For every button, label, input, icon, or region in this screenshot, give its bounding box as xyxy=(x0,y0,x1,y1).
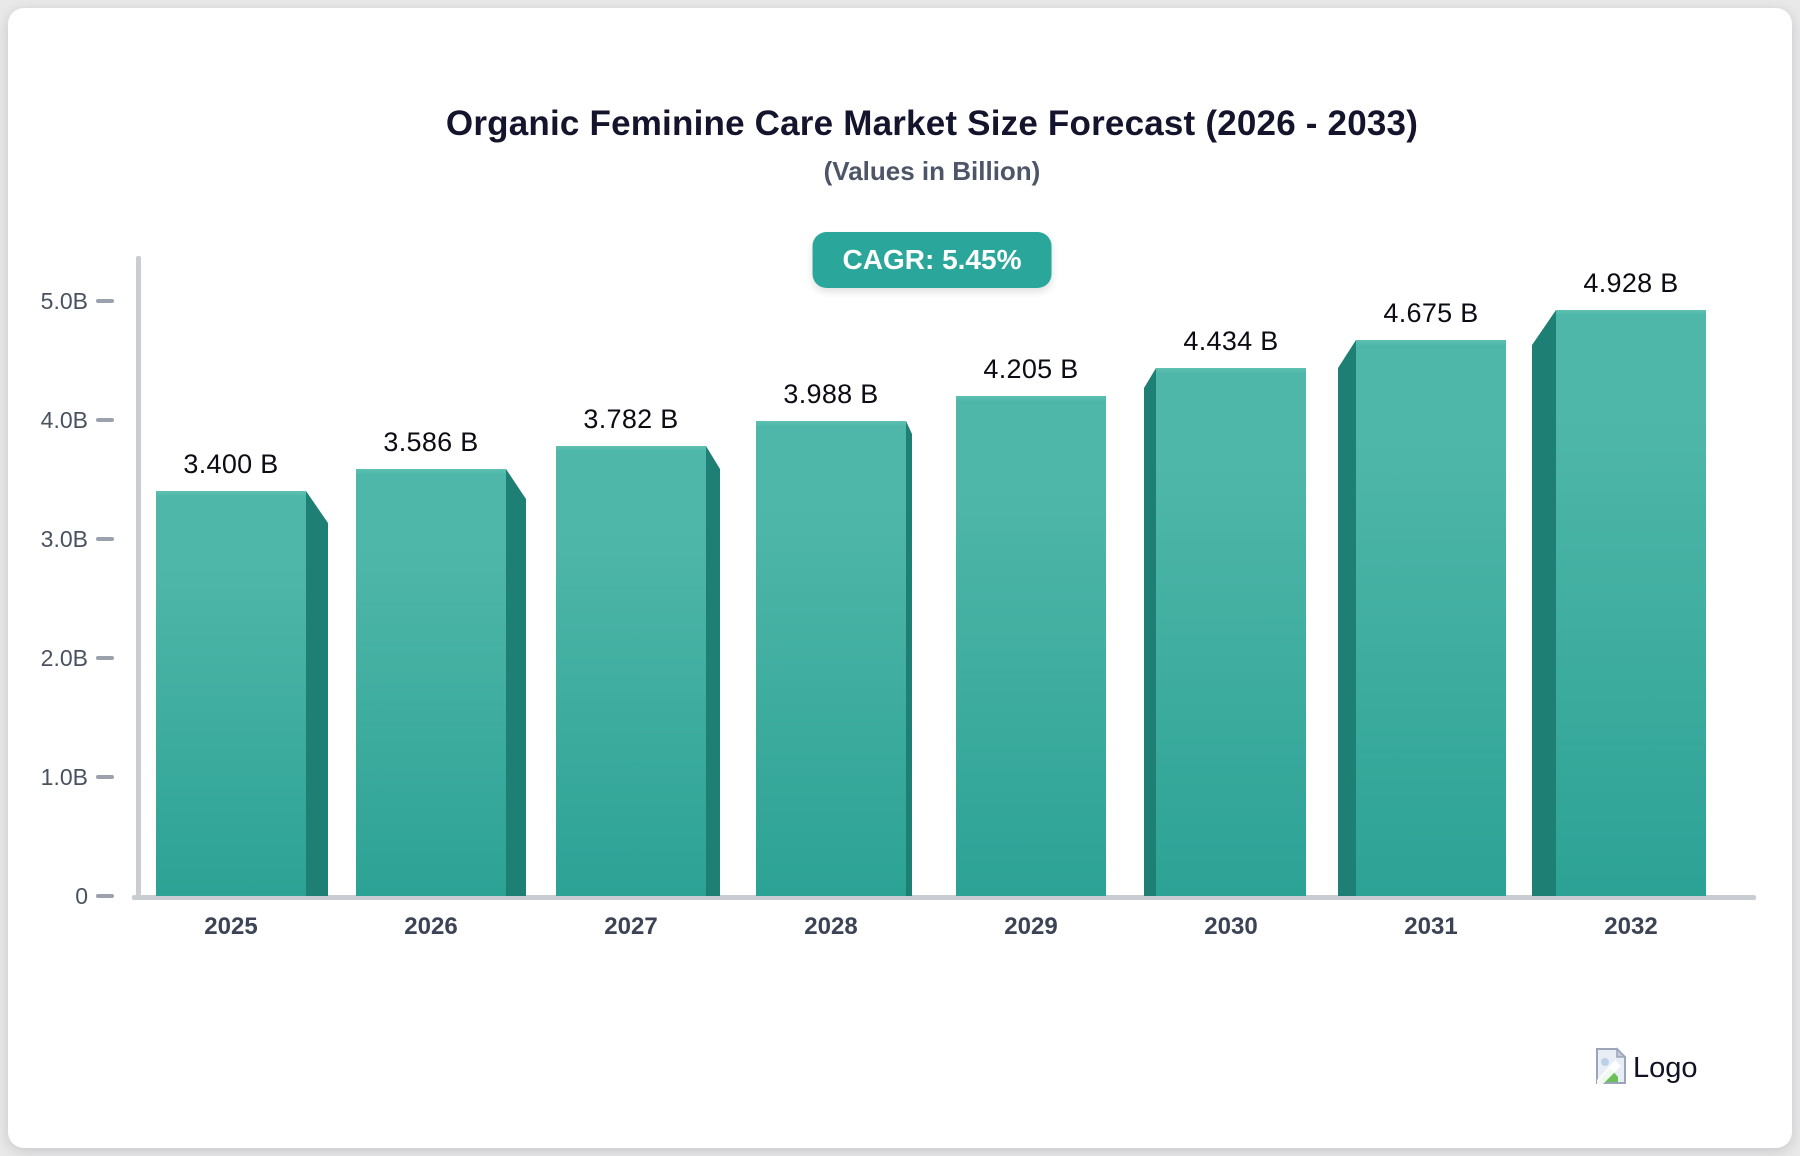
chart-title: Organic Feminine Care Market Size Foreca… xyxy=(445,104,1419,143)
y-axis-tick-mark xyxy=(96,775,114,779)
y-axis-tick-mark xyxy=(96,299,114,303)
y-axis-tick-mark xyxy=(96,537,114,541)
logo: Logo xyxy=(1591,1044,1698,1093)
y-axis-tick-label: 5.0B xyxy=(40,288,88,314)
bar xyxy=(156,491,306,896)
bar-value-label: 4.434 B xyxy=(1183,326,1279,356)
y-axis-tick-label: 4.0B xyxy=(40,407,88,433)
y-axis-tick-mark xyxy=(96,418,114,422)
x-axis-category-label: 2029 xyxy=(1004,913,1058,940)
bar-3d-side xyxy=(506,469,526,896)
x-axis-category-label: 2025 xyxy=(204,913,258,940)
bar-value-label: 4.205 B xyxy=(983,354,1079,384)
bar-value-label: 3.586 B xyxy=(383,427,479,457)
y-axis-tick-label: 0 xyxy=(75,883,88,909)
bar xyxy=(1156,368,1306,896)
bar xyxy=(556,446,706,896)
bar xyxy=(956,396,1106,896)
bar-value-label: 3.988 B xyxy=(783,379,879,409)
x-axis-category-label: 2031 xyxy=(1404,913,1458,940)
bar-value-label: 3.782 B xyxy=(583,404,679,434)
x-axis-category-label: 2027 xyxy=(604,913,658,940)
bar-3d-side xyxy=(1532,310,1556,896)
bar-value-label: 4.675 B xyxy=(1383,298,1479,328)
x-axis-category-label: 2028 xyxy=(804,913,858,940)
bar xyxy=(1356,340,1506,896)
y-axis-tick-mark xyxy=(96,656,114,660)
broken-image-icon xyxy=(1591,1044,1631,1093)
bar xyxy=(1556,310,1706,896)
bar-3d-side xyxy=(906,421,912,896)
x-axis-category-label: 2032 xyxy=(1604,913,1658,940)
bar-value-label: 3.400 B xyxy=(183,449,279,479)
y-axis-tick-label: 3.0B xyxy=(40,526,88,552)
bar-3d-side xyxy=(306,491,328,896)
bar-value-label: 4.928 B xyxy=(1583,268,1679,298)
bar-3d-side xyxy=(706,446,720,896)
bar-3d-side xyxy=(1144,368,1156,896)
chart-card: Organic Feminine Care Market Size Foreca… xyxy=(8,8,1792,1148)
bar-3d-side xyxy=(1338,340,1356,896)
x-axis-line xyxy=(132,895,1756,900)
bar xyxy=(356,469,506,896)
cagr-badge: CAGR: 5.45% xyxy=(812,232,1052,288)
x-axis-category-label: 2026 xyxy=(404,913,458,940)
bar xyxy=(756,421,906,896)
chart-subtitle: (Values in Billion) xyxy=(823,156,1041,186)
y-axis-tick-mark xyxy=(96,894,114,898)
logo-text: Logo xyxy=(1633,1052,1698,1084)
x-axis-category-label: 2030 xyxy=(1204,913,1258,940)
y-axis-tick-label: 1.0B xyxy=(40,764,88,790)
y-axis-tick-label: 2.0B xyxy=(40,645,88,671)
y-axis-line xyxy=(136,256,141,900)
